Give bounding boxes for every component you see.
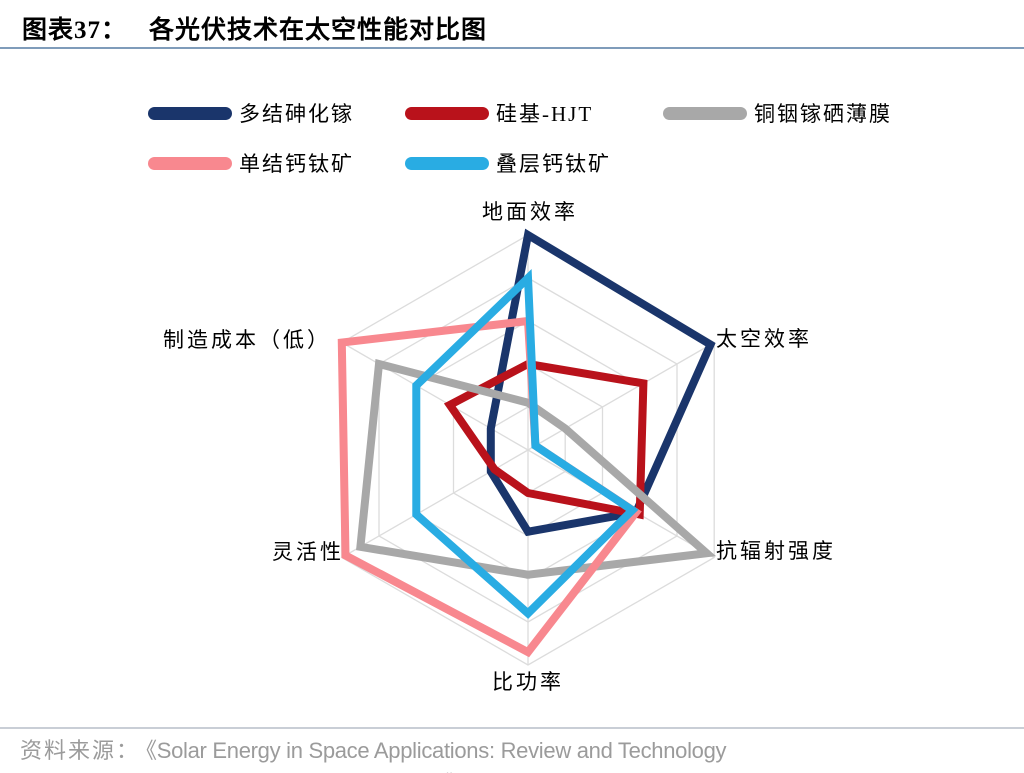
legend-swatch-red — [405, 106, 489, 120]
axis-label-specific-power: 比功率 — [492, 670, 564, 694]
axis-label-space-efficiency: 太空效率 — [716, 327, 812, 351]
series-polygon-1-硅基-HJT — [443, 359, 648, 520]
figure-title: 各光伏技术在太空性能对比图 — [149, 17, 488, 44]
legend-label: 叠层钙钛矿 — [496, 152, 611, 176]
figure-number: 图表37： — [22, 17, 128, 44]
source-text: 《Solar Energy in Space Applications: Rev… — [146, 738, 727, 763]
series-polygon-0-多结砷化镓 — [486, 228, 716, 537]
legend-item-single-perovskite: 单结钙钛矿 — [148, 151, 354, 176]
grid-spoke-5 — [341, 341, 529, 451]
caption-underline — [0, 47, 1024, 49]
legend-item-multijunction-gaas: 多结砷化镓 — [148, 101, 354, 126]
axis-label-ground-efficiency: 地面效率 — [482, 200, 578, 224]
axis-label-flexibility: 灵活性 — [272, 540, 344, 564]
legend-swatch-gray — [663, 106, 747, 120]
legend-swatch-pink — [148, 156, 232, 170]
figure-caption: 图表37： 各光伏技术在太空性能对比图 — [22, 10, 487, 46]
series-polygon-2-铜铟镓硒薄膜 — [356, 358, 717, 579]
source-line: 资料来源： 《Solar Energy in Space Applications… — [20, 733, 727, 765]
axis-label-radiation-resistance: 抗辐射强度 — [716, 539, 836, 563]
legend-item-cigs-thinfilm: 铜铟镓硒薄膜 — [663, 101, 892, 126]
legend-label: 单结钙钛矿 — [239, 152, 354, 176]
source-line2-clipped: Perspectives》 — [320, 766, 468, 773]
legend-label: 硅基-HJT — [496, 102, 594, 126]
legend-item-tandem-perovskite: 叠层钙钛矿 — [405, 151, 611, 176]
legend-label: 铜铟镓硒薄膜 — [754, 102, 892, 126]
legend-label: 多结砷化镓 — [239, 102, 354, 126]
legend-item-si-hjt: 硅基-HJT — [405, 101, 594, 126]
legend-swatch-navy — [148, 106, 232, 120]
series-polygon-4-叠层钙钛矿 — [412, 268, 639, 619]
source-divider — [0, 727, 1024, 729]
axis-label-manufacturing-cost-low: 制造成本（低） — [163, 328, 331, 352]
legend-swatch-cyan — [405, 156, 489, 170]
grid-spoke-1 — [527, 341, 715, 451]
source-label: 资料来源： — [20, 738, 141, 763]
